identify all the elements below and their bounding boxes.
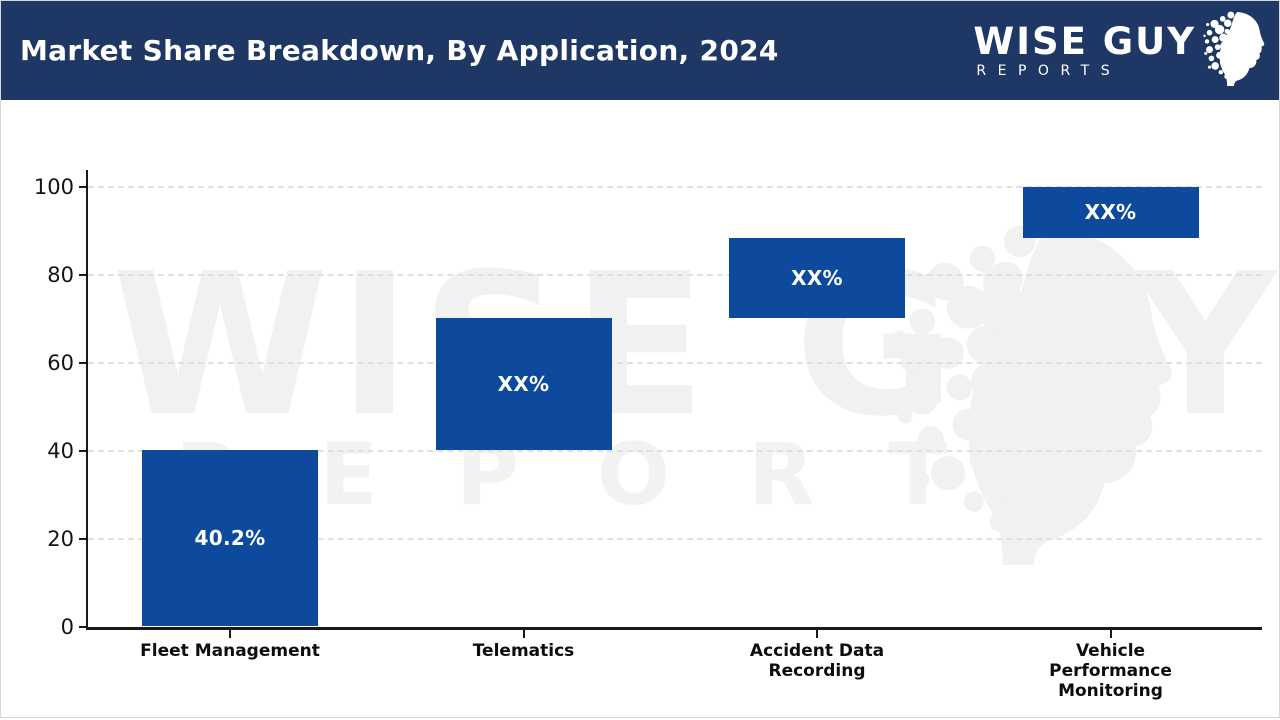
- bar-value-label-telematics: XX%: [497, 371, 550, 396]
- x-tick-fleet-management: [229, 629, 231, 638]
- x-axis-label-fleet-management: Fleet Management: [140, 640, 320, 661]
- logo-subtitle: REPORTS: [976, 62, 1122, 79]
- bar-value-label-fleet-management: 40.2%: [194, 526, 266, 551]
- y-tick-label-0: 0: [60, 614, 74, 639]
- y-tick-20: [79, 537, 88, 540]
- logo-head-icon: [1203, 11, 1265, 87]
- gridline-60: [88, 361, 1262, 364]
- wiseguy-logo: WISE GUY REPORTS: [973, 0, 1266, 100]
- y-tick-40: [79, 449, 88, 452]
- y-tick-label-80: 80: [47, 262, 74, 287]
- header-bar: Market Share Breakdown, By Application, …: [0, 0, 1280, 100]
- y-tick-label-60: 60: [47, 350, 74, 375]
- x-axis-label-vehicle-performance-monitoring: Vehicle Performance Monitoring: [1049, 640, 1172, 701]
- gridline-40: [88, 449, 1262, 452]
- y-tick-label-40: 40: [47, 438, 74, 463]
- x-tick-accident-data-recording: [816, 629, 818, 638]
- watermark-head-icon: [893, 225, 1172, 565]
- x-axis-label-accident-data-recording: Accident Data Recording: [749, 640, 885, 681]
- y-axis-line: [86, 170, 88, 629]
- y-tick-60: [79, 361, 88, 364]
- bar-value-label-accident-data-recording: XX%: [791, 265, 843, 290]
- logo-text: WISE GUY REPORTS: [973, 23, 1196, 78]
- bar-value-label-vehicle-performance-monitoring: XX%: [1084, 200, 1137, 225]
- y-tick-80: [79, 273, 88, 276]
- x-tick-telematics: [522, 629, 525, 638]
- bar-vehicle-performance-monitoring: XX%: [1022, 187, 1199, 238]
- y-tick-100: [79, 186, 88, 188]
- bar-telematics: XX%: [435, 317, 612, 450]
- bar-fleet-management: 40.2%: [142, 449, 318, 627]
- x-tick-vehicle-performance-monitoring: [1109, 629, 1112, 638]
- y-tick-label-100: 100: [33, 175, 74, 199]
- logo-wordmark: WISE GUY: [973, 19, 1196, 63]
- bar-accident-data-recording: XX%: [729, 237, 905, 318]
- gridline-100: [88, 186, 1262, 188]
- gridline-20: [88, 537, 1262, 540]
- y-tick-0: [79, 625, 88, 628]
- x-axis-label-telematics: Telematics: [472, 640, 575, 661]
- x-axis-line: [86, 626, 1262, 630]
- y-tick-label-20: 20: [47, 526, 74, 551]
- gridline-80: [88, 273, 1262, 276]
- page-title: Market Share Breakdown, By Application, …: [20, 33, 779, 67]
